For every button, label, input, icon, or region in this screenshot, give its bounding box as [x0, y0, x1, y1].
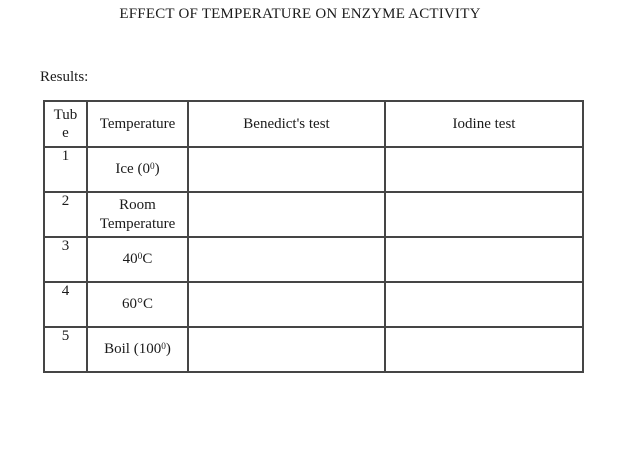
- temperature-superscript: 0: [137, 251, 143, 262]
- iodine-test-cell: [384, 191, 584, 238]
- page-title: EFFECT OF TEMPERATURE ON ENZYME ACTIVITY: [119, 6, 481, 22]
- tube-number-cell: 3: [43, 236, 88, 283]
- temperature-text: Room Temperature: [99, 196, 176, 232]
- temperature-superscript: 0: [149, 161, 155, 172]
- iodine-test-cell: [384, 236, 584, 283]
- col-header-benedict-test: Benedict's test: [187, 100, 386, 148]
- tube-number-cell: 2: [43, 191, 88, 238]
- temperature-text-post: °C: [136, 296, 153, 312]
- table-row: 3 400C: [43, 236, 584, 283]
- results-label: Results:: [40, 69, 89, 85]
- table-row: 4 60°C: [43, 281, 584, 328]
- temperature-text-post: C: [142, 251, 153, 267]
- temperature-text: Ice (0: [115, 161, 150, 177]
- benedict-test-cell: [187, 326, 386, 373]
- temperature-cell: Ice (00): [86, 146, 189, 193]
- temperature-cell: 400C: [86, 236, 189, 283]
- temperature-text: 60: [121, 296, 137, 312]
- col-header-tube: Tub e: [43, 100, 88, 148]
- benedict-test-cell: [187, 281, 386, 328]
- temperature-text-post: ): [165, 341, 171, 357]
- table-row: 2 Room Temperature: [43, 191, 584, 238]
- col-header-temperature: Temperature: [86, 100, 189, 148]
- temperature-text-post: ): [154, 161, 160, 177]
- tube-number-cell: 4: [43, 281, 88, 328]
- benedict-test-cell: [187, 191, 386, 238]
- results-table: Tub e Temperature Benedict's test Iodine…: [43, 100, 584, 373]
- table-row: 5 Boil (1000): [43, 326, 584, 373]
- temperature-cell: Room Temperature: [86, 191, 189, 238]
- temperature-text: 40: [122, 251, 138, 267]
- table-header-row: Tub e Temperature Benedict's test Iodine…: [43, 100, 584, 148]
- benedict-test-cell: [187, 146, 386, 193]
- benedict-test-cell: [187, 236, 386, 283]
- tube-number-cell: 5: [43, 326, 88, 373]
- iodine-test-cell: [384, 146, 584, 193]
- iodine-test-cell: [384, 326, 584, 373]
- temperature-superscript: 0: [161, 341, 166, 352]
- tube-number-cell: 1: [43, 146, 88, 193]
- temperature-text: Boil (100: [104, 341, 162, 357]
- temperature-cell: 60°C: [86, 281, 189, 328]
- iodine-test-cell: [384, 281, 584, 328]
- temperature-cell: Boil (1000): [86, 326, 189, 373]
- col-header-iodine-test: Iodine test: [384, 100, 584, 148]
- table-row: 1 Ice (00): [43, 146, 584, 193]
